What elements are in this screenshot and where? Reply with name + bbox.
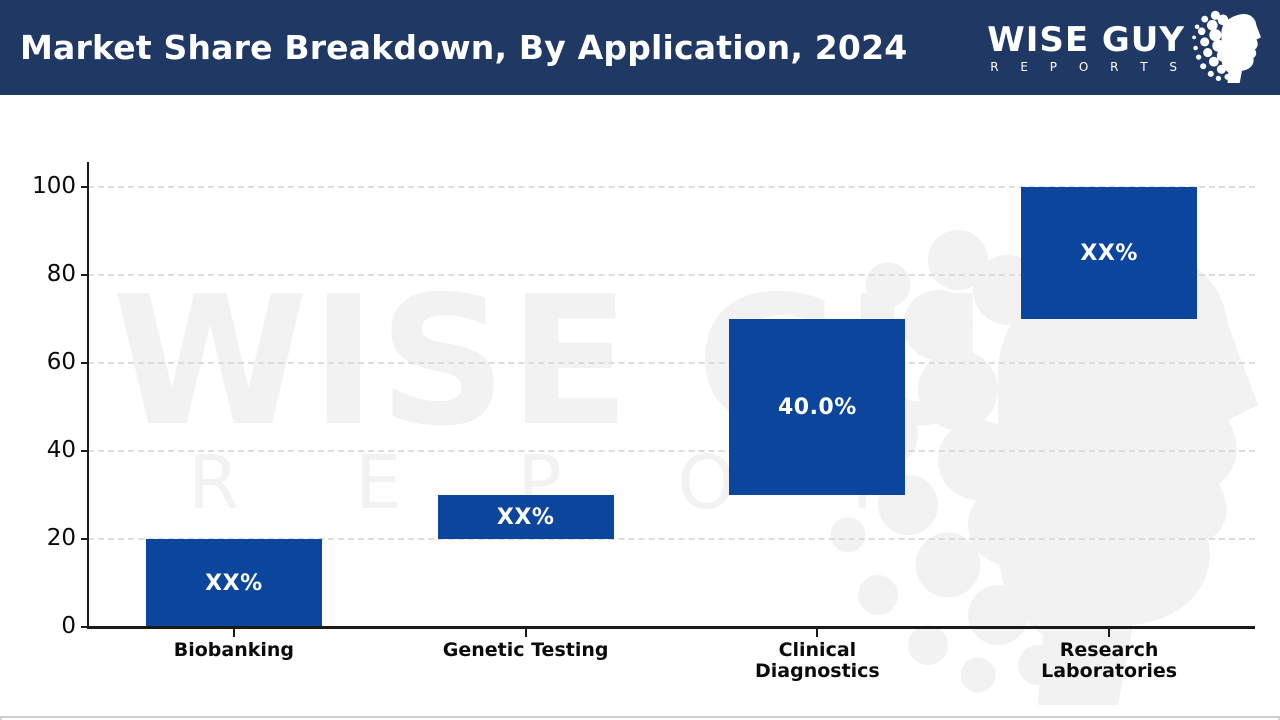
y-axis-tick-label: 80 — [46, 261, 76, 287]
x-axis-tick-mark — [524, 629, 527, 637]
bar-clinical-diagnostics: 40.0% — [729, 319, 906, 495]
y-axis-tick-mark — [81, 538, 88, 540]
y-axis-tick-mark — [81, 450, 88, 452]
y-axis-tick-label: 20 — [46, 525, 76, 551]
y-axis-tick-mark — [81, 186, 88, 188]
wiseguy-logo: WISE GUY R E P O R T S — [986, 7, 1264, 89]
y-axis-tick-label: 60 — [46, 349, 76, 375]
x-axis-tick-mark — [232, 629, 235, 637]
y-axis-tick-mark — [81, 274, 88, 276]
y-axis-tick-mark — [81, 626, 88, 628]
bar-genetic-testing: XX% — [437, 495, 614, 539]
wiseguy-logo-text: WISE GUY R E P O R T S — [986, 23, 1186, 73]
page-title: Market Share Breakdown, By Application, … — [20, 28, 908, 67]
x-axis-tick-mark — [816, 629, 819, 637]
x-axis-tick-mark — [1108, 629, 1111, 637]
bar-value-label: XX% — [1080, 240, 1138, 266]
header: Market Share Breakdown, By Application, … — [0, 0, 1280, 95]
bottom-divider — [0, 716, 1280, 718]
y-axis-line — [87, 162, 89, 629]
y-axis-tick-label: 0 — [61, 613, 76, 639]
y-axis-tick-label: 40 — [46, 437, 76, 463]
y-axis-tick-mark — [81, 362, 88, 364]
gridline-80 — [88, 274, 1255, 276]
logo-subtitle: R E P O R T S — [990, 59, 1186, 74]
bar-value-label: XX% — [205, 570, 263, 596]
bar-biobanking: XX% — [145, 539, 322, 627]
gridline-20 — [88, 538, 1255, 540]
bar-value-label: XX% — [496, 504, 555, 530]
x-axis-line — [88, 626, 1255, 629]
gridline-40 — [88, 450, 1255, 452]
gridline-100 — [88, 186, 1255, 188]
gridline-60 — [88, 362, 1255, 364]
x-axis-label-genetic-testing: Genetic Testing — [442, 639, 609, 661]
logo-name: WISE GUY — [987, 19, 1186, 60]
y-axis-tick-label: 100 — [32, 173, 76, 199]
x-axis-label-clinical-diagnostics: Clinical Diagnostics — [754, 639, 880, 682]
bar-research-laboratories: XX% — [1021, 187, 1198, 319]
bar-value-label: 40.0% — [777, 394, 857, 420]
x-axis-label-biobanking: Biobanking — [173, 639, 295, 661]
x-axis-label-research-laboratories: Research Laboratories — [1041, 639, 1178, 682]
